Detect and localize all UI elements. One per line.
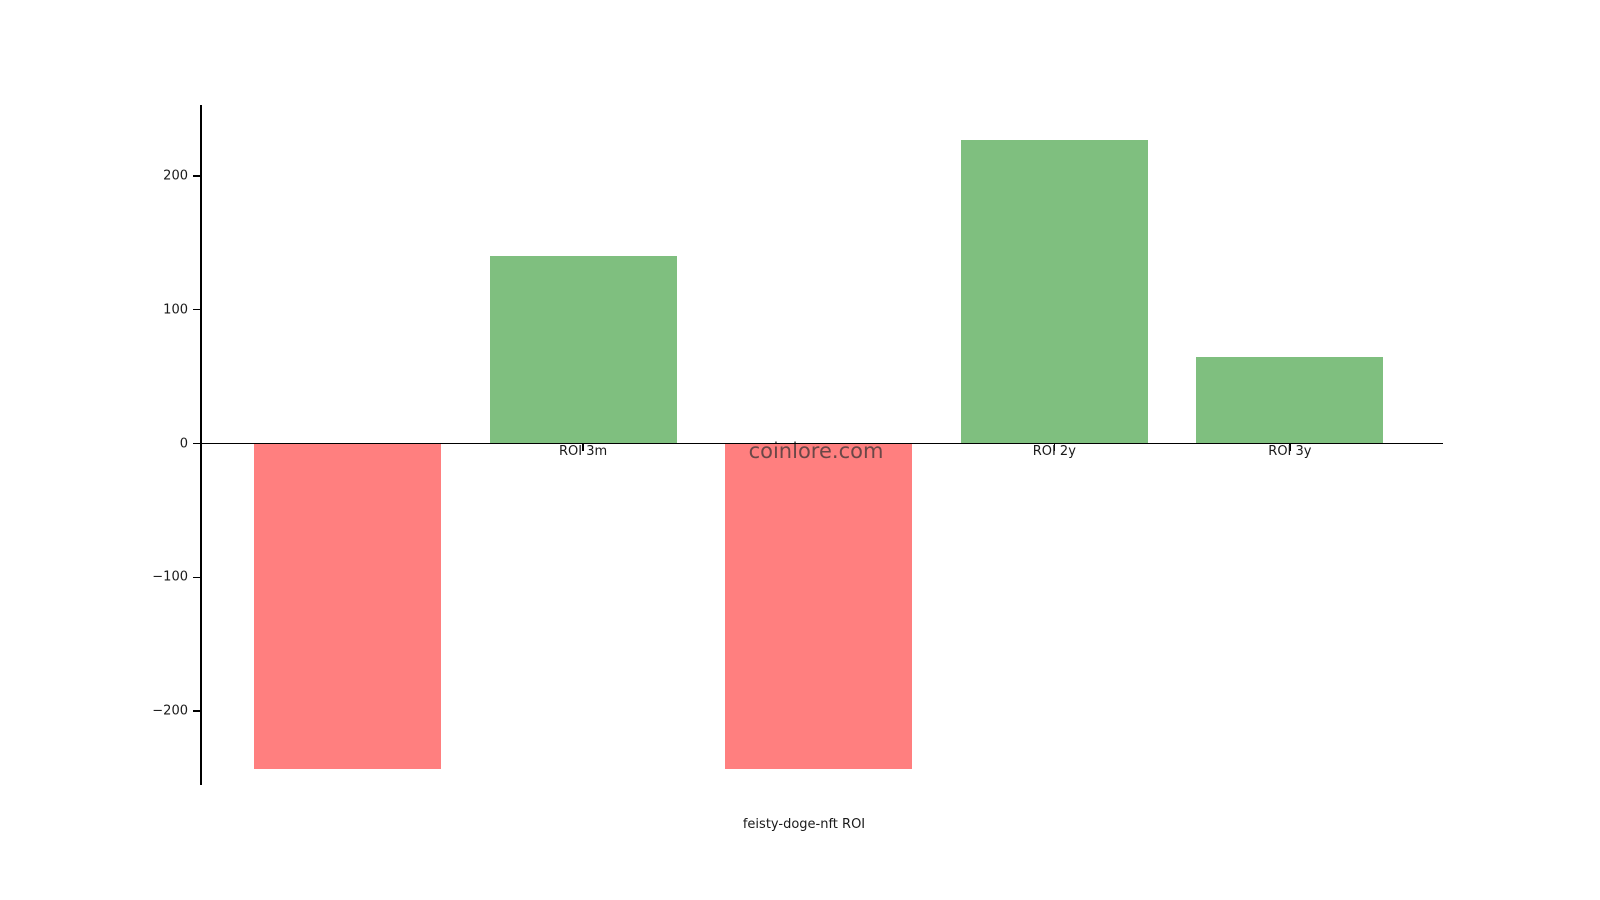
- y-axis-tick-label: 100: [163, 302, 188, 318]
- x-axis-tick: [1053, 443, 1055, 451]
- y-axis-tick: [193, 576, 200, 578]
- y-axis-tick: [193, 175, 200, 177]
- y-axis-tick: [193, 442, 200, 445]
- bar-negative: [254, 443, 441, 769]
- x-axis-tick-label: ROI 3m: [559, 444, 608, 459]
- y-axis-tick: [193, 309, 200, 311]
- y-axis-tick: [193, 710, 200, 712]
- x-axis-tick: [582, 443, 584, 451]
- bar-positive: [1196, 356, 1384, 444]
- y-axis-tick-label: −200: [152, 703, 188, 719]
- y-axis-tick-label: 0: [179, 436, 188, 451]
- x-axis-tick-label: ROI 3y: [1268, 444, 1312, 459]
- x-axis-zero-line: [200, 442, 1443, 445]
- bar-negative: [725, 443, 913, 769]
- y-axis-tick-label: 200: [163, 168, 188, 184]
- y-axis-tick-label: −100: [152, 569, 188, 585]
- y-axis-spine: [200, 105, 202, 785]
- x-axis-tick-label: ROI 2y: [1032, 444, 1076, 459]
- watermark: coinlore.com: [748, 439, 884, 463]
- chart-title: feisty-doge-nft ROI: [742, 817, 866, 832]
- x-axis-tick: [1289, 443, 1291, 451]
- bar-positive: [489, 256, 677, 444]
- bar-positive: [960, 139, 1148, 444]
